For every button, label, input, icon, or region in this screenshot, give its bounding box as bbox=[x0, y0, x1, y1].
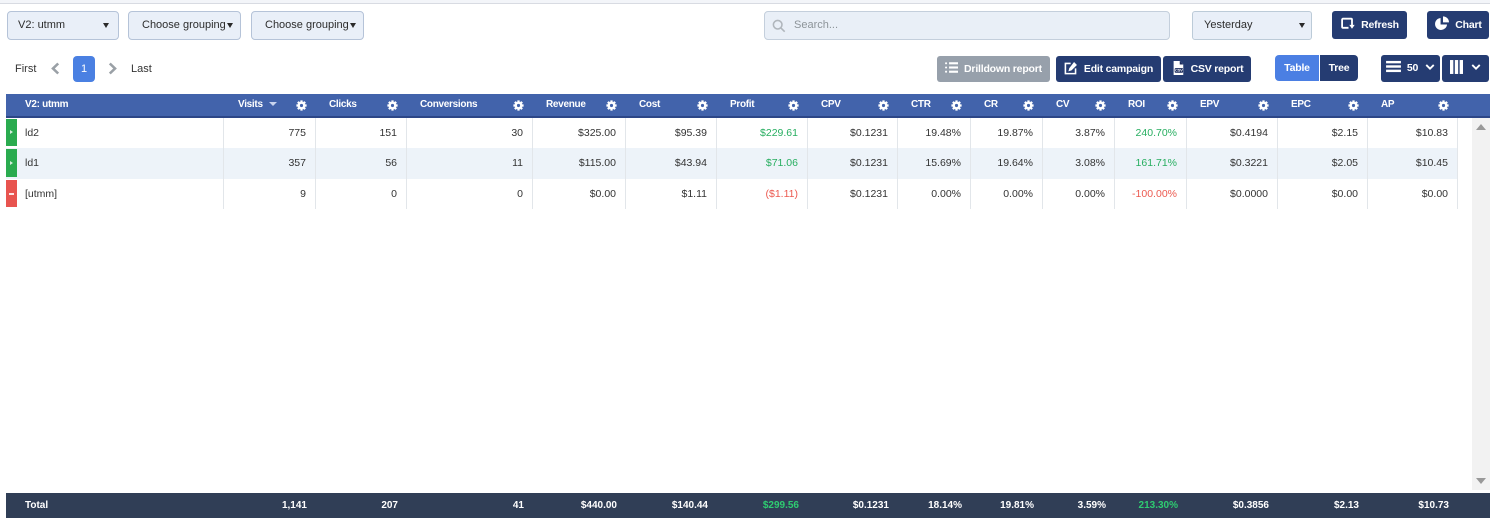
svg-text:CSV: CSV bbox=[1175, 67, 1183, 72]
